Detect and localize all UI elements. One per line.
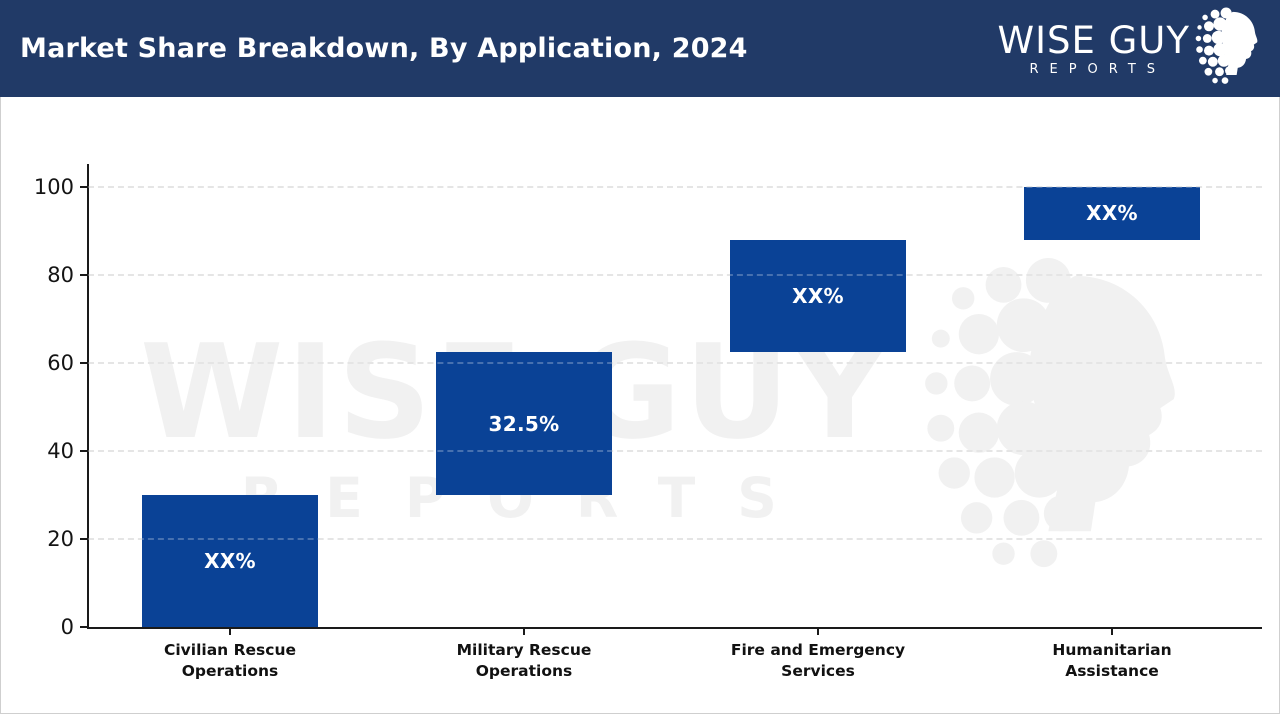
bar-2: 32.5% xyxy=(436,352,612,495)
y-axis xyxy=(87,164,89,629)
gridline-80 xyxy=(88,274,1262,276)
bar-value-label: XX% xyxy=(1086,201,1138,226)
header: Market Share Breakdown, By Application, … xyxy=(0,0,1280,97)
x-axis-label-line: Military Rescue xyxy=(456,641,592,659)
bar-value-label: XX% xyxy=(204,549,256,573)
y-tick-label: 0 xyxy=(60,615,74,639)
y-tick-label: 40 xyxy=(47,439,74,463)
y-tick-label: 100 xyxy=(33,175,74,199)
x-axis-label: Civilian Rescue Operations xyxy=(83,640,377,682)
gridline-overlay-80 xyxy=(88,274,1262,276)
y-tick-label: 20 xyxy=(47,527,74,551)
y-tick-mark xyxy=(80,362,88,364)
y-tick-mark xyxy=(80,450,88,452)
y-tick-mark xyxy=(80,186,88,188)
x-axis-label-line: Services xyxy=(781,662,855,680)
y-tick-mark xyxy=(80,626,88,628)
x-tick-mark xyxy=(523,627,525,635)
gridline-overlay-40 xyxy=(88,450,1262,452)
x-tick-mark xyxy=(817,627,819,635)
logo-text: WISE GUY REPORTS xyxy=(998,22,1190,76)
x-axis-label-line: Assistance xyxy=(1065,662,1159,680)
gridline-20 xyxy=(88,538,1262,540)
wiseguy-logo: WISE GUY REPORTS xyxy=(998,6,1266,91)
bar-value-label: 32.5% xyxy=(488,411,560,436)
x-axis xyxy=(87,627,1262,629)
x-tick-mark xyxy=(1111,627,1113,635)
logo-subtext: REPORTS xyxy=(1029,61,1167,77)
y-tick-mark xyxy=(80,274,88,276)
x-axis-label-line: Civilian Rescue xyxy=(163,641,297,659)
gridline-100 xyxy=(88,186,1262,188)
x-tick-mark xyxy=(229,627,231,635)
x-axis-label-line: Fire and Emergency xyxy=(730,641,906,659)
x-axis-label: Humanitarian Assistance xyxy=(965,640,1259,682)
gridline-60 xyxy=(88,362,1262,364)
gridline-overlay-20 xyxy=(88,538,1262,540)
x-axis-label: Military Rescue Operations xyxy=(377,640,671,682)
bar-1: XX% xyxy=(142,495,318,627)
y-tick-mark xyxy=(80,538,88,540)
gridline-overlay-100 xyxy=(88,186,1262,188)
x-axis-label-line: Operations xyxy=(181,662,279,680)
logo-wordmark: WISE GUY xyxy=(997,18,1190,62)
y-tick-label: 80 xyxy=(47,263,74,287)
x-axis-label-line: Operations xyxy=(475,662,573,680)
gridline-40 xyxy=(88,450,1262,452)
x-axis-label-line: Humanitarian xyxy=(1052,641,1172,659)
bar-3: XX% xyxy=(730,239,906,352)
bar-4: XX% xyxy=(1024,187,1200,240)
logo-head-icon xyxy=(1195,6,1258,84)
bar-value-label: XX% xyxy=(792,283,844,308)
y-tick-label: 60 xyxy=(47,351,74,375)
x-axis-label: Fire and Emergency Services xyxy=(671,640,965,682)
page-title: Market Share Breakdown, By Application, … xyxy=(20,33,748,64)
gridline-overlay-60 xyxy=(88,362,1262,364)
